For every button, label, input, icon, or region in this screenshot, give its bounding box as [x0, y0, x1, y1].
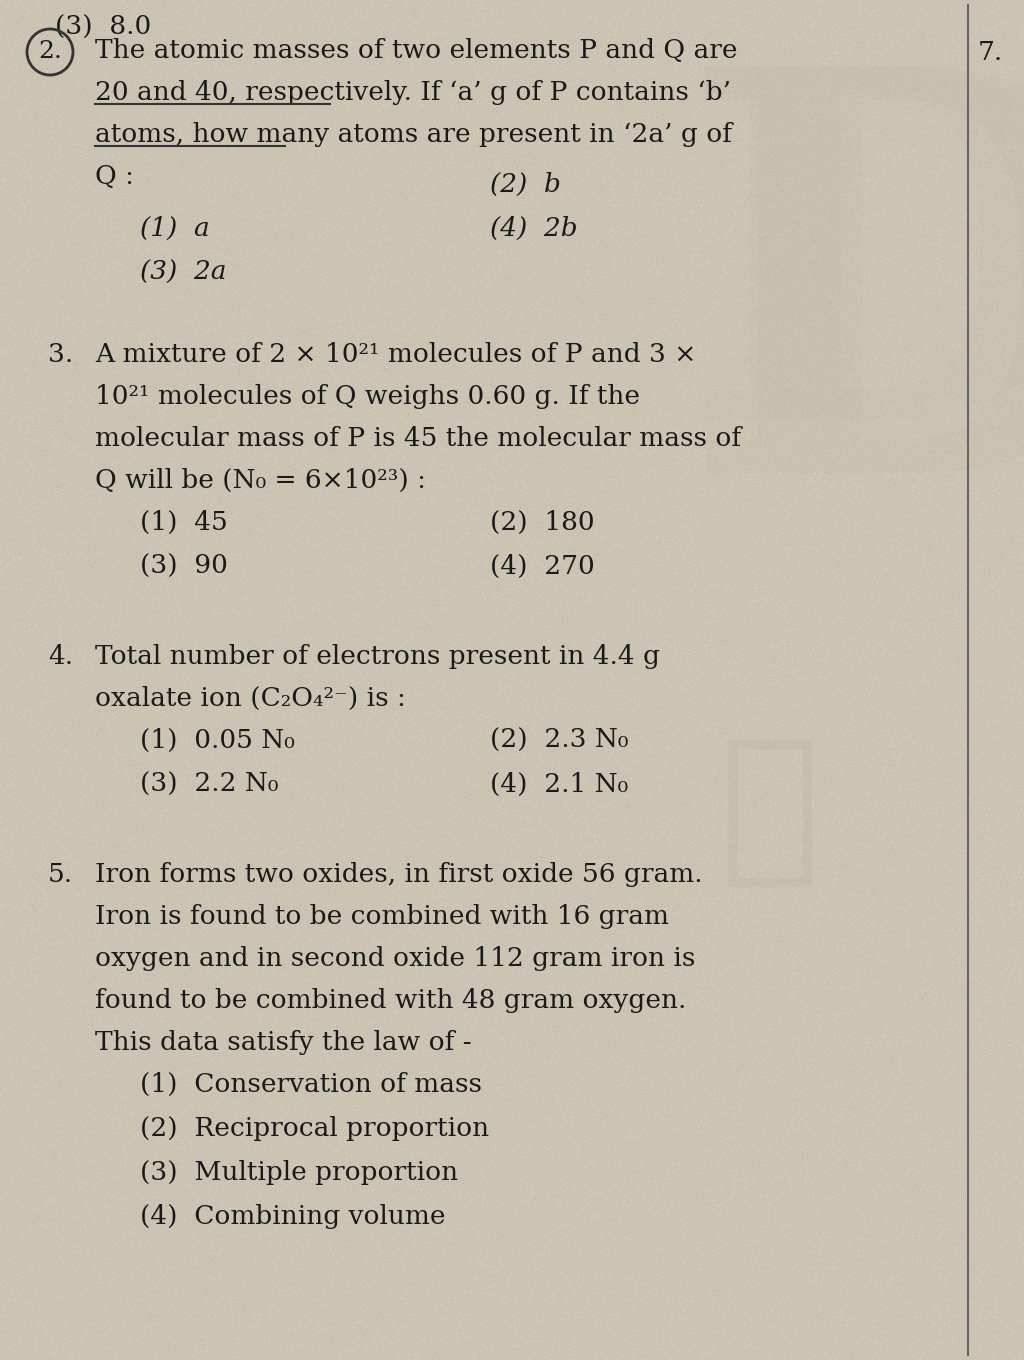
Text: 4.: 4. — [48, 645, 73, 669]
Text: (4)  2.1 N₀: (4) 2.1 N₀ — [490, 772, 628, 797]
Text: Iron is found to be combined with 16 gram: Iron is found to be combined with 16 gra… — [95, 904, 669, 929]
Text: (3)  2.2 N₀: (3) 2.2 N₀ — [140, 772, 279, 797]
Text: (2)  2.3 N₀: (2) 2.3 N₀ — [490, 728, 629, 753]
Text: (1)  Conservation of mass: (1) Conservation of mass — [140, 1072, 482, 1098]
Text: atoms, how many atoms are present in ‘2a’ g of: atoms, how many atoms are present in ‘2a… — [95, 122, 732, 147]
Text: (2)  Reciprocal proportion: (2) Reciprocal proportion — [140, 1117, 489, 1141]
Text: oxygen and in second oxide 112 gram iron is: oxygen and in second oxide 112 gram iron… — [95, 947, 695, 971]
Text: (3)  2a: (3) 2a — [140, 260, 226, 286]
Text: (4)  2b: (4) 2b — [490, 216, 578, 241]
Text: (4)  270: (4) 270 — [490, 554, 595, 579]
Text: (4)  Combining volume: (4) Combining volume — [140, 1204, 445, 1229]
Text: Q will be (N₀ = 6×10²³) :: Q will be (N₀ = 6×10²³) : — [95, 468, 426, 494]
Text: Total number of electrons present in 4.4 g: Total number of electrons present in 4.4… — [95, 645, 660, 669]
Text: found to be combined with 48 gram oxygen.: found to be combined with 48 gram oxygen… — [95, 987, 686, 1013]
Text: 5.: 5. — [48, 862, 73, 887]
Text: (3)  Multiple proportion: (3) Multiple proportion — [140, 1160, 458, 1185]
Text: (1)  45: (1) 45 — [140, 510, 227, 534]
Text: A mixture of 2 × 10²¹ molecules of P and 3 ×: A mixture of 2 × 10²¹ molecules of P and… — [95, 341, 696, 367]
Text: 20 and 40, respectively. If ‘a’ g of P contains ‘b’: 20 and 40, respectively. If ‘a’ g of P c… — [95, 80, 731, 105]
Text: 2.: 2. — [38, 41, 61, 64]
Text: This data satisfy the law of -: This data satisfy the law of - — [95, 1030, 472, 1055]
Text: D: D — [680, 50, 1024, 589]
Text: 10²¹ molecules of Q weighs 0.60 g. If the: 10²¹ molecules of Q weighs 0.60 g. If th… — [95, 384, 640, 409]
Text: (3)  90: (3) 90 — [140, 554, 228, 579]
Text: (1)  0.05 N₀: (1) 0.05 N₀ — [140, 728, 295, 753]
Text: molecular mass of P is 45 the molecular mass of: molecular mass of P is 45 the molecular … — [95, 426, 741, 452]
Text: 7.: 7. — [978, 39, 1004, 65]
Text: (3)  8.0: (3) 8.0 — [55, 15, 152, 39]
Text: oxalate ion (C₂O₄²⁻) is :: oxalate ion (C₂O₄²⁻) is : — [95, 685, 406, 711]
Text: (2)  180: (2) 180 — [490, 510, 595, 534]
Text: D: D — [680, 50, 1024, 520]
Text: The atomic masses of two elements P and Q are: The atomic masses of two elements P and … — [95, 38, 737, 63]
Text: 👋: 👋 — [720, 730, 820, 894]
Text: Q :: Q : — [95, 165, 134, 189]
Text: Iron forms two oxides, in first oxide 56 gram.: Iron forms two oxides, in first oxide 56… — [95, 862, 702, 887]
Text: 3.: 3. — [48, 341, 74, 367]
Text: (2)  b: (2) b — [490, 171, 561, 197]
Text: (1)  a: (1) a — [140, 216, 210, 241]
